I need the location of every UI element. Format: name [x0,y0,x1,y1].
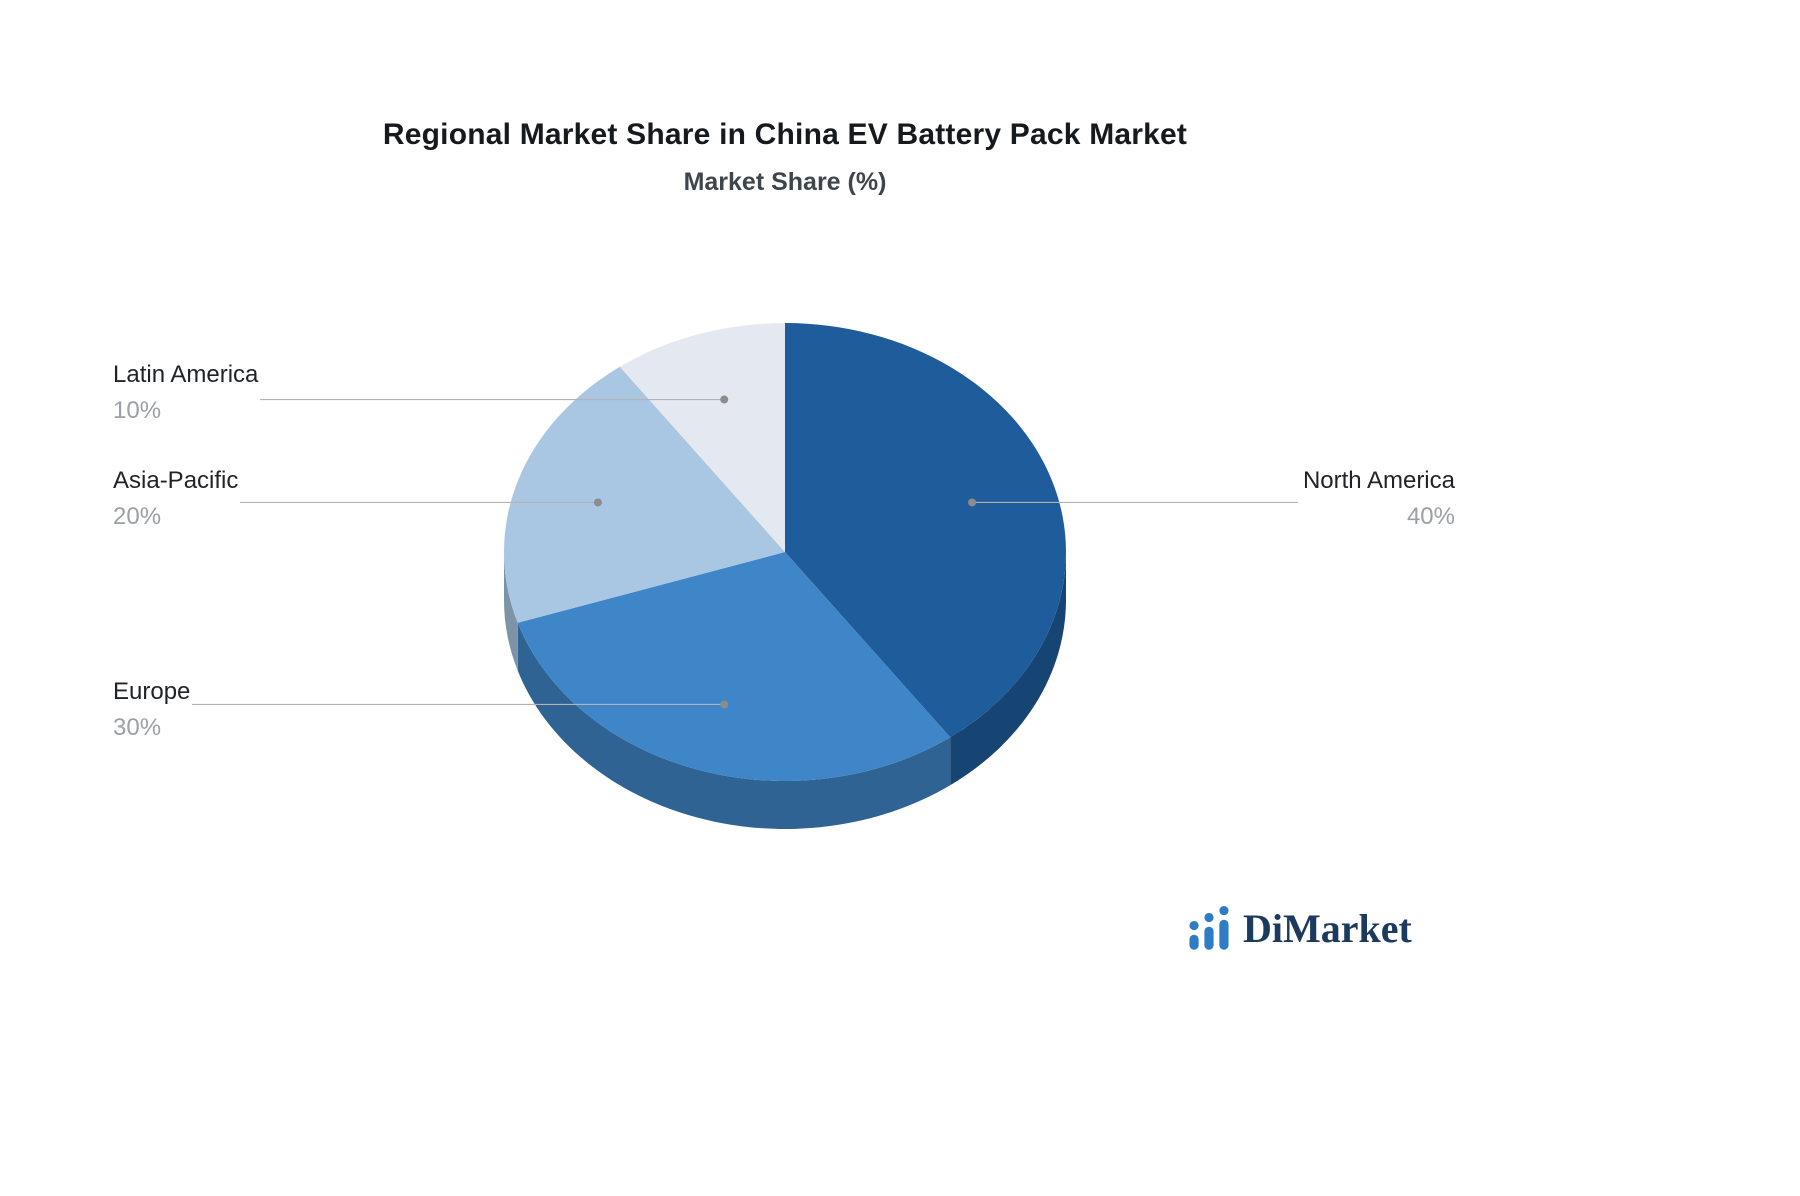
slice-label-name: Asia-Pacific [113,467,239,494]
chart-title: Regional Market Share in China EV Batter… [382,118,1188,151]
slice-label-north-america: North America 40% [1303,466,1455,532]
pie-slice [517,552,951,781]
pie-slice-side [950,552,1066,786]
pie-slice [785,323,1066,738]
slice-label-value: 10% [113,397,162,424]
chart-subtitle: Market Share (%) [683,168,887,196]
callout-dot [720,395,729,404]
slice-label-name: Latin America [113,361,259,388]
pie-slice [504,366,785,623]
slice-label-europe: Europe 30% [113,677,190,743]
slice-label-name: North America [1302,467,1455,494]
slice-label-asia-pacific: Asia-Pacific 20% [113,466,238,532]
pie-slice [619,323,785,552]
callout-lines-layer [192,395,1298,709]
pie-slices-layer [504,323,1066,781]
pie-slice-side [517,622,951,829]
slice-label-value: 20% [113,503,162,530]
pie-slice-side [504,552,518,671]
slice-label-latin-america: Latin America 10% [113,360,258,426]
callout-dot [593,498,602,507]
callout-dot [968,498,977,507]
brand-logo-text: DiMarket [1243,906,1412,951]
slice-label-value: 30% [113,714,162,741]
slice-label-value: 40% [1406,503,1455,530]
brand-logo-icon [1189,906,1229,950]
callout-dot [720,700,729,709]
pie-depth-layer [504,552,1066,829]
brand-logo: DiMarket [1186,906,1412,952]
slice-label-name: Europe [113,678,191,705]
